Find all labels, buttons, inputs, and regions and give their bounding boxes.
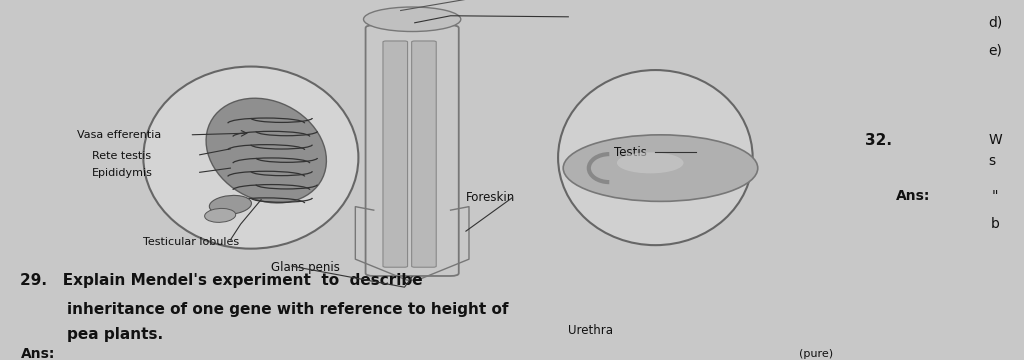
Text: Testicular lobules: Testicular lobules — [143, 237, 240, 247]
Ellipse shape — [206, 98, 327, 203]
Text: 32.: 32. — [865, 132, 892, 148]
Text: Rete testis: Rete testis — [92, 151, 152, 161]
Text: s: s — [988, 154, 995, 168]
Text: d): d) — [988, 16, 1002, 30]
FancyBboxPatch shape — [383, 41, 408, 267]
Text: Foreskin: Foreskin — [466, 192, 515, 204]
Ellipse shape — [205, 208, 236, 222]
Ellipse shape — [558, 70, 753, 245]
Text: Glans penis: Glans penis — [271, 261, 340, 274]
Text: Vasa efferentia: Vasa efferentia — [77, 130, 161, 140]
Ellipse shape — [616, 152, 684, 174]
Text: 29.   Explain Mendel's experiment  to  describe: 29. Explain Mendel's experiment to descr… — [20, 273, 423, 288]
Text: Urethra: Urethra — [568, 324, 613, 337]
Text: e): e) — [988, 44, 1002, 58]
Text: ": " — [991, 189, 997, 203]
Text: inheritance of one gene with reference to height of: inheritance of one gene with reference t… — [67, 302, 508, 318]
Text: Ans:: Ans: — [20, 347, 55, 360]
Ellipse shape — [143, 67, 358, 249]
Text: Ans:: Ans: — [896, 189, 931, 203]
Text: W: W — [988, 133, 1001, 147]
Text: Testis: Testis — [614, 146, 647, 159]
Ellipse shape — [209, 195, 252, 214]
FancyBboxPatch shape — [412, 41, 436, 267]
Circle shape — [563, 135, 758, 201]
Text: (pure): (pure) — [799, 349, 833, 359]
Text: Epididymis: Epididymis — [92, 168, 153, 178]
Text: b: b — [991, 217, 1000, 231]
FancyBboxPatch shape — [366, 25, 459, 276]
Text: pea plants.: pea plants. — [67, 327, 163, 342]
Ellipse shape — [364, 7, 461, 32]
